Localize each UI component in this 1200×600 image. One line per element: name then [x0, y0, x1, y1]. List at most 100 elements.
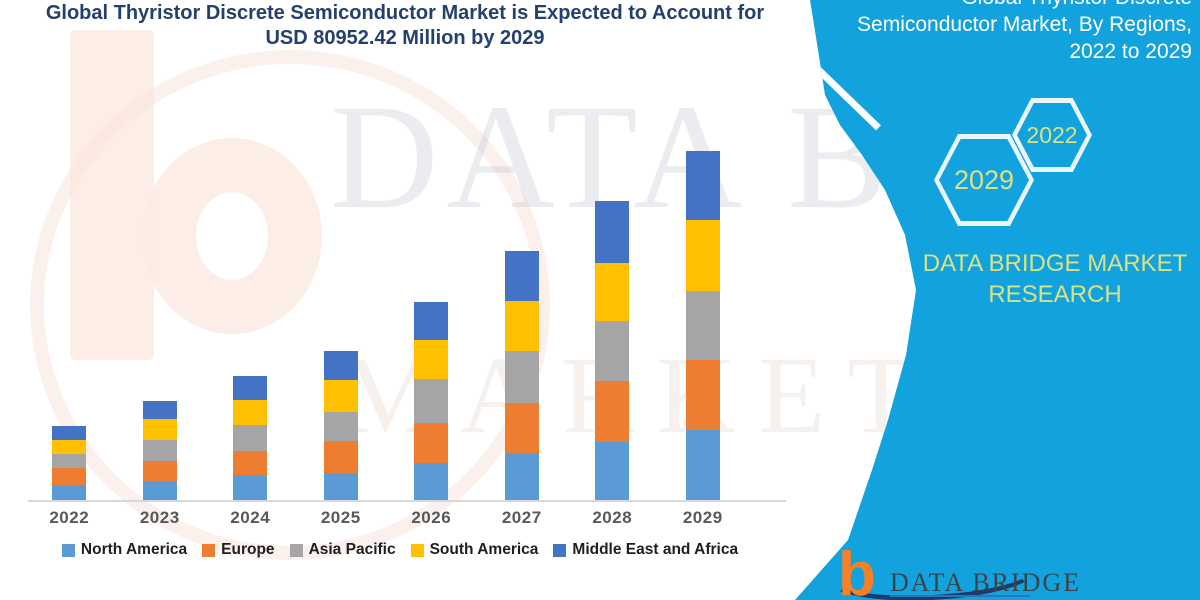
- bar-segment-2029-europe: [685, 360, 720, 430]
- chart-legend: North America Europe Asia Pacific South Ame…: [0, 541, 800, 559]
- bar-segment-2029-north-america: [685, 430, 720, 501]
- hexagon-2022: 2022: [1012, 98, 1092, 172]
- x-axis-label-2022: 2022: [49, 508, 90, 527]
- legend-label: South America: [429, 541, 539, 558]
- legend-item-south-america: South America: [410, 541, 539, 559]
- bar-segment-2027-asia-pacific: [504, 351, 539, 403]
- bar-segment-2024-europe: [233, 451, 268, 475]
- legend-label: Europe: [221, 541, 275, 558]
- bar-stack-2027: [504, 251, 539, 501]
- x-axis-label-2027: 2027: [501, 508, 542, 527]
- bar-segment-2026-asia-pacific: [414, 379, 449, 423]
- footer-logo-name: DATA BRIDGE: [890, 568, 1082, 597]
- bar-segment-2022-asia-pacific: [52, 454, 87, 468]
- x-axis-label-2026: 2026: [411, 508, 452, 527]
- bar-segment-2023-south-america: [142, 419, 177, 440]
- x-axis-line: [28, 500, 786, 502]
- brand-name-line1: DATA BRIDGE MARKET: [922, 250, 1188, 277]
- bar-2027: [477, 120, 568, 501]
- panel-title-line1: Global Thyristor Discrete: [830, 0, 1192, 11]
- panel-title-line2: Semiconductor Market, By Regions,: [857, 13, 1192, 36]
- bar-segment-2025-europe: [323, 441, 358, 473]
- legend-item-asia-pacific: Asia Pacific: [289, 541, 396, 559]
- bar-stack-2025: [323, 351, 358, 501]
- legend-label: Middle East and Africa: [572, 541, 739, 558]
- bar-2029: [658, 120, 749, 501]
- bar-segment-2027-south-america: [504, 301, 539, 351]
- bar-2023: [115, 120, 206, 501]
- brand-name-text: DATA BRIDGE MARKET RESEARCH: [900, 248, 1200, 310]
- bar-segment-2023-asia-pacific: [142, 440, 177, 461]
- legend-item-north-america: North America: [61, 541, 188, 559]
- legend-swatch-icon: [289, 543, 303, 557]
- bar-segment-2024-asia-pacific: [233, 425, 268, 451]
- bar-segment-2022-europe: [52, 468, 87, 485]
- bar-segment-2025-south-america: [323, 380, 358, 412]
- legend-item-europe: Europe: [202, 541, 275, 559]
- bar-segment-2028-south-america: [595, 263, 630, 321]
- bar-2025: [296, 120, 387, 501]
- bar-2026: [386, 120, 477, 501]
- chart-title-line2: USD 80952.42 Million by 2029: [265, 27, 545, 49]
- brand-name-line2: RESEARCH: [988, 281, 1122, 308]
- bar-segment-2023-middle-east-and-africa: [142, 401, 177, 419]
- hexagon-2029-label: 2029: [939, 139, 1029, 221]
- legend-swatch-icon: [61, 543, 75, 557]
- bar-2024: [205, 120, 296, 501]
- bar-segment-2022-south-america: [52, 440, 87, 454]
- bar-segment-2025-asia-pacific: [323, 412, 358, 441]
- panel-title-line3: 2022 to 2029: [1069, 40, 1192, 63]
- hexagon-2029: 2029: [934, 134, 1034, 226]
- bar-segment-2026-south-america: [414, 340, 449, 379]
- x-axis-label-2028: 2028: [592, 508, 633, 527]
- footer-logo-underline: [890, 595, 1030, 597]
- legend-swatch-icon: [202, 543, 216, 557]
- bar-segment-2028-europe: [595, 381, 630, 442]
- chart-title-line1: Global Thyristor Discrete Semiconductor …: [45, 2, 765, 24]
- bar-segment-2029-south-america: [685, 220, 720, 291]
- bar-segment-2025-middle-east-and-africa: [323, 351, 358, 380]
- bar-segment-2022-middle-east-and-africa: [52, 426, 87, 440]
- panel-title: Global Thyristor Discrete Semiconductor …: [830, 0, 1192, 65]
- bar-stack-2022: [52, 426, 87, 501]
- chart-title: Global Thyristor Discrete Semiconductor …: [10, 1, 800, 51]
- x-axis-label-2023: 2023: [139, 508, 180, 527]
- bar-stack-2029: [685, 151, 720, 501]
- legend-label: North America: [80, 541, 188, 558]
- bar-segment-2027-north-america: [504, 453, 539, 501]
- bar-segment-2026-europe: [414, 423, 449, 463]
- bar-segment-2026-middle-east-and-africa: [414, 302, 449, 340]
- footer-logo-b-icon: b: [838, 540, 876, 600]
- bar-segment-2029-asia-pacific: [685, 291, 720, 360]
- bar-segment-2028-north-america: [595, 442, 630, 501]
- x-axis-label-2029: 2029: [682, 508, 723, 527]
- legend-swatch-icon: [410, 543, 424, 557]
- bar-stack-2028: [595, 201, 630, 501]
- bar-2028: [567, 120, 658, 501]
- x-axis-label-2025: 2025: [320, 508, 361, 527]
- bar-segment-2028-asia-pacific: [595, 321, 630, 381]
- hexagon-2022-label: 2022: [1017, 103, 1087, 167]
- legend-label: Asia Pacific: [308, 541, 396, 558]
- bar-segment-2024-north-america: [233, 475, 268, 501]
- legend-swatch-icon: [553, 543, 567, 557]
- bar-segment-2027-europe: [504, 403, 539, 453]
- bar-segment-2022-north-america: [52, 485, 87, 501]
- bar-segment-2023-europe: [142, 461, 177, 481]
- bar-stack-2026: [414, 302, 449, 501]
- bar-stack-2023: [142, 401, 177, 501]
- bar-segment-2024-middle-east-and-africa: [233, 376, 268, 400]
- x-axis-label-2024: 2024: [230, 508, 271, 527]
- bar-segment-2027-middle-east-and-africa: [504, 251, 539, 301]
- footer-logo-subname: MARKET RESEARCH: [892, 597, 1067, 600]
- bar-segment-2025-north-america: [323, 473, 358, 501]
- bar-segment-2028-middle-east-and-africa: [595, 201, 630, 263]
- x-axis-labels: 2022 2023 2024 2025 2026 2027 2028 2029: [24, 508, 748, 528]
- bar-segment-2023-north-america: [142, 481, 177, 501]
- bar-segment-2026-north-america: [414, 463, 449, 501]
- bar-chart-plot-area: [24, 120, 748, 501]
- legend-item-middle-east-and-africa: Middle East and Africa: [553, 541, 738, 559]
- bar-segment-2029-middle-east-and-africa: [685, 151, 720, 220]
- bar-stack-2024: [233, 376, 268, 501]
